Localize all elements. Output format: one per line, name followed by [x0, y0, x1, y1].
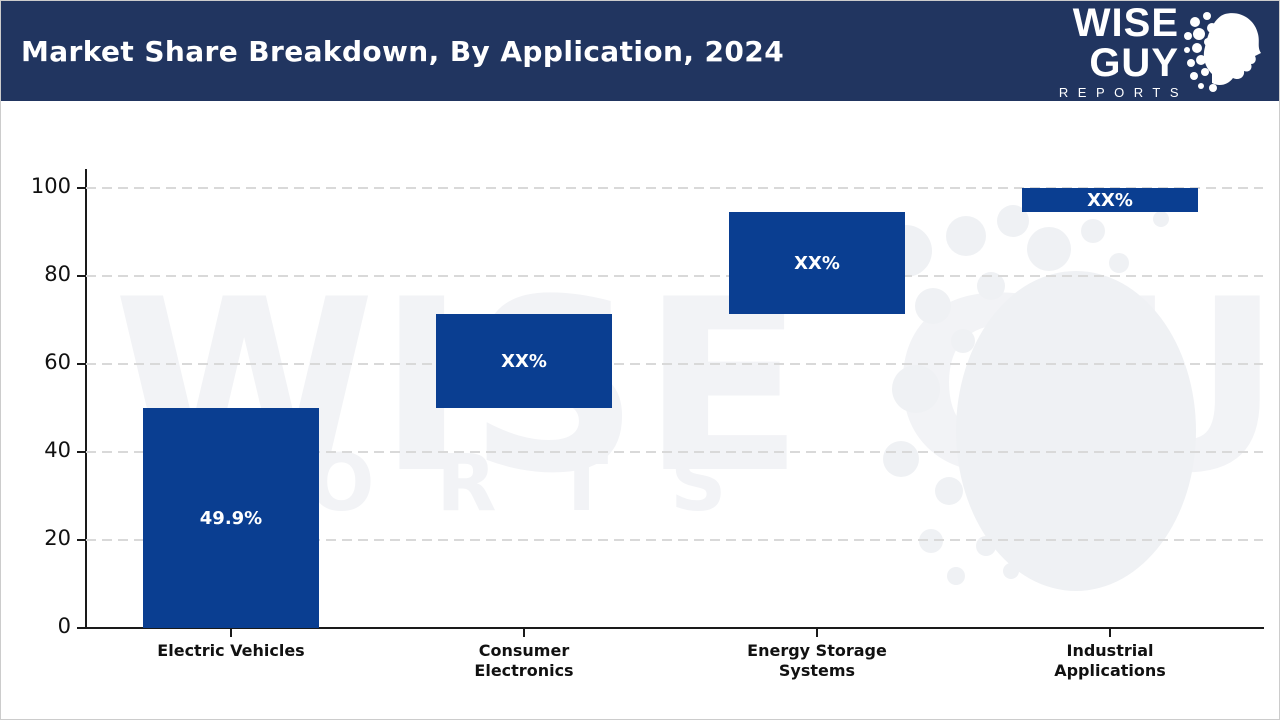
y-tick-mark	[77, 451, 86, 453]
x-category-label: Industrial Applications	[1054, 641, 1166, 680]
bar-value-label: 49.9%	[199, 507, 263, 529]
x-tick-mark	[230, 629, 232, 637]
brand-head-icon	[1184, 12, 1261, 92]
y-tick-label: 40	[44, 438, 71, 462]
header-bar: Market Share Breakdown, By Application, …	[1, 1, 1279, 101]
bar-value-label: XX%	[501, 350, 547, 372]
x-category-label: Energy Storage Systems	[747, 641, 887, 680]
gridline	[86, 275, 1263, 277]
bar-segment: XX%	[729, 212, 905, 315]
y-axis-line	[85, 169, 87, 629]
watermark-head-icon	[880, 205, 1196, 591]
bar-segment: XX%	[436, 314, 612, 409]
gridline	[86, 363, 1263, 365]
brand-logo-text: WISE GUY REPORTS	[1005, 3, 1179, 100]
bar-value-label: XX%	[1087, 189, 1133, 211]
gridline	[86, 451, 1263, 453]
y-tick-label: 0	[57, 614, 71, 638]
x-category-label: Electric Vehicles	[157, 641, 305, 660]
y-tick-label: 100	[30, 174, 71, 198]
x-tick-mark	[1109, 629, 1111, 637]
bar-value-label: XX%	[794, 252, 840, 274]
brand-subname: REPORTS	[1058, 84, 1188, 100]
y-tick-mark	[77, 275, 86, 277]
y-tick-mark	[77, 363, 86, 365]
y-tick-mark	[77, 187, 86, 189]
y-tick-label: 20	[44, 526, 71, 550]
plot-area: 0 20 40 60 80 100 49.9% XX% XX% XX% Electric Vehic…	[1, 101, 1279, 719]
page-title: Market Share Breakdown, By Application, …	[21, 34, 785, 68]
bar-segment: XX%	[1022, 188, 1198, 213]
y-tick-label: 80	[44, 262, 71, 286]
gridline	[86, 539, 1263, 541]
y-tick-label: 60	[44, 350, 71, 374]
x-category-label: Consumer Electronics	[474, 641, 574, 680]
y-tick-mark	[77, 539, 86, 541]
brand-logo: WISE GUY REPORTS	[1005, 3, 1265, 100]
x-axis-line	[85, 627, 1264, 629]
brand-name: WISE GUY	[1072, 0, 1179, 85]
x-tick-mark	[523, 629, 525, 637]
x-tick-mark	[816, 629, 818, 637]
y-tick-mark	[77, 627, 86, 629]
gridline	[86, 187, 1263, 189]
bar-segment: 49.9%	[143, 408, 319, 628]
